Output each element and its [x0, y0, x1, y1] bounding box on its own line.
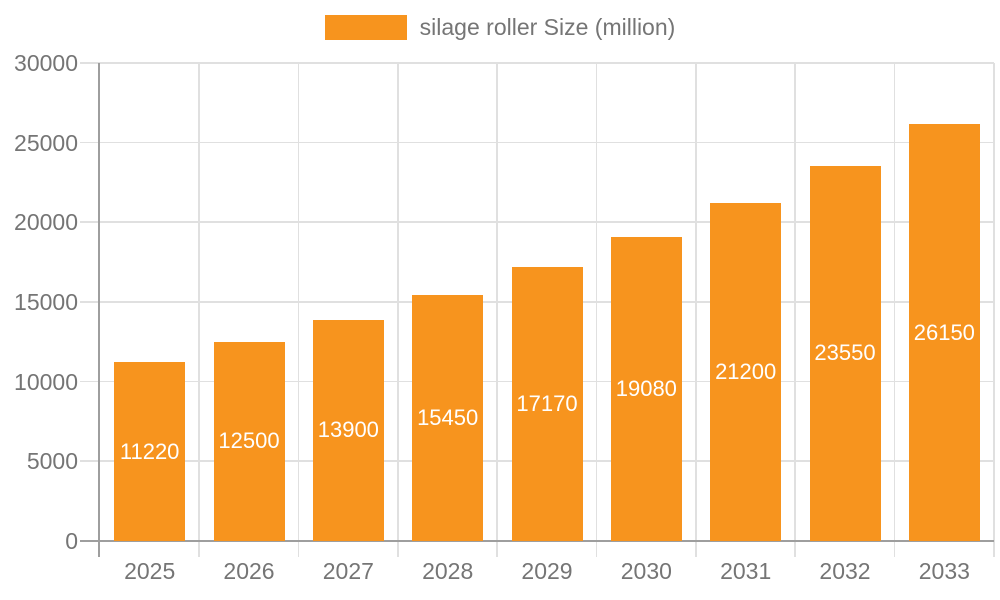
bar[interactable]: 19080: [610, 236, 682, 541]
y-tick-label: 15000: [14, 289, 78, 315]
x-tick-label: 2032: [819, 558, 871, 584]
y-tick: [80, 62, 100, 64]
x-gridline: [993, 63, 995, 541]
bar-value-label: 19080: [615, 375, 677, 401]
bar-value-label: 17170: [516, 391, 578, 417]
legend-label: silage roller Size (million): [419, 14, 676, 40]
x-gridline: [397, 63, 399, 541]
bar-value-label: 12500: [218, 428, 280, 454]
x-tick-label: 2026: [223, 558, 275, 584]
y-tick-label: 25000: [14, 129, 78, 156]
x-tick: [297, 541, 300, 557]
y-tick-label: 5000: [26, 448, 78, 475]
x-tick-label: 2028: [422, 558, 474, 584]
y-axis-line: [98, 63, 100, 541]
y-tick-label: 30000: [14, 50, 78, 76]
bar-value-label: 21200: [715, 359, 777, 385]
x-gridline: [794, 63, 796, 541]
x-tick: [794, 541, 796, 557]
bar[interactable]: 23550: [809, 165, 881, 541]
x-gridline: [297, 63, 300, 541]
y-tick-label: 0: [65, 528, 78, 554]
y-tick: [80, 301, 100, 303]
bar[interactable]: 26150: [908, 124, 980, 541]
y-gridline: [100, 141, 994, 144]
legend-swatch: [324, 15, 407, 40]
y-tick: [80, 540, 100, 542]
x-tick-label: 2033: [918, 558, 970, 584]
bar[interactable]: 11220: [114, 362, 186, 541]
bar[interactable]: 12500: [213, 341, 285, 541]
y-gridline: [100, 221, 994, 223]
legend[interactable]: silage roller Size (million): [0, 14, 1000, 41]
x-tick: [695, 541, 697, 557]
x-tick: [595, 541, 598, 557]
x-tick: [397, 541, 399, 557]
x-gridline: [496, 63, 498, 541]
y-tick: [80, 380, 100, 383]
x-tick-label: 2025: [124, 558, 176, 584]
x-tick-label: 2027: [322, 558, 374, 584]
y-gridline: [100, 62, 994, 64]
y-tick: [80, 460, 100, 462]
x-gridline: [595, 63, 598, 541]
x-tick: [198, 541, 200, 557]
bar-value-label: 23550: [814, 340, 876, 366]
bar-value-label: 13900: [317, 417, 379, 443]
x-tick-label: 2030: [620, 558, 672, 584]
x-gridline: [695, 63, 697, 541]
x-tick: [496, 541, 498, 557]
y-tick: [80, 141, 100, 144]
x-gridline: [198, 63, 200, 541]
bar[interactable]: 21200: [710, 203, 782, 541]
x-tick-label: 2031: [720, 558, 772, 584]
bar[interactable]: 13900: [312, 319, 384, 541]
x-tick-label: 2029: [521, 558, 573, 584]
x-axis-line: [98, 540, 994, 542]
y-tick-label: 20000: [14, 209, 78, 236]
y-tick: [80, 221, 100, 223]
y-tick-label: 10000: [14, 368, 78, 395]
x-tick: [98, 541, 100, 557]
bar[interactable]: 15450: [412, 294, 484, 541]
x-tick: [993, 541, 995, 557]
bar-value-label: 26150: [913, 319, 975, 345]
bar-value-label: 15450: [417, 404, 479, 430]
x-tick: [893, 541, 896, 557]
bar[interactable]: 17170: [511, 267, 583, 541]
bar-value-label: 11220: [119, 438, 180, 464]
x-gridline: [893, 63, 896, 541]
